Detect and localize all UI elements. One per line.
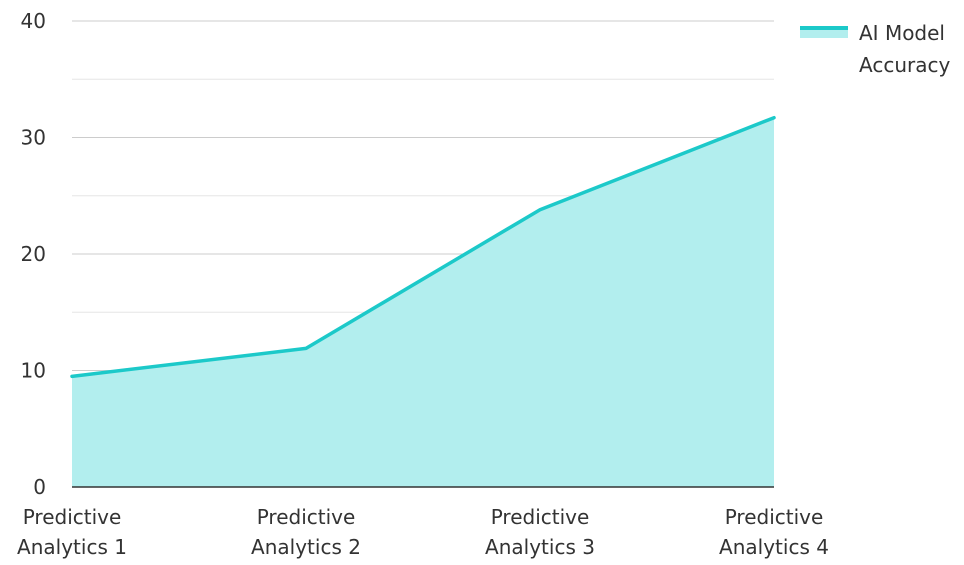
area-layer — [72, 118, 774, 487]
y-tick-label: 20 — [21, 242, 46, 266]
y-tick-label: 30 — [21, 126, 46, 150]
y-tick-label: 0 — [33, 475, 46, 499]
y-tick-label: 10 — [21, 359, 46, 383]
y-tick-label: 40 — [21, 9, 46, 33]
series-area-fill — [72, 118, 774, 487]
